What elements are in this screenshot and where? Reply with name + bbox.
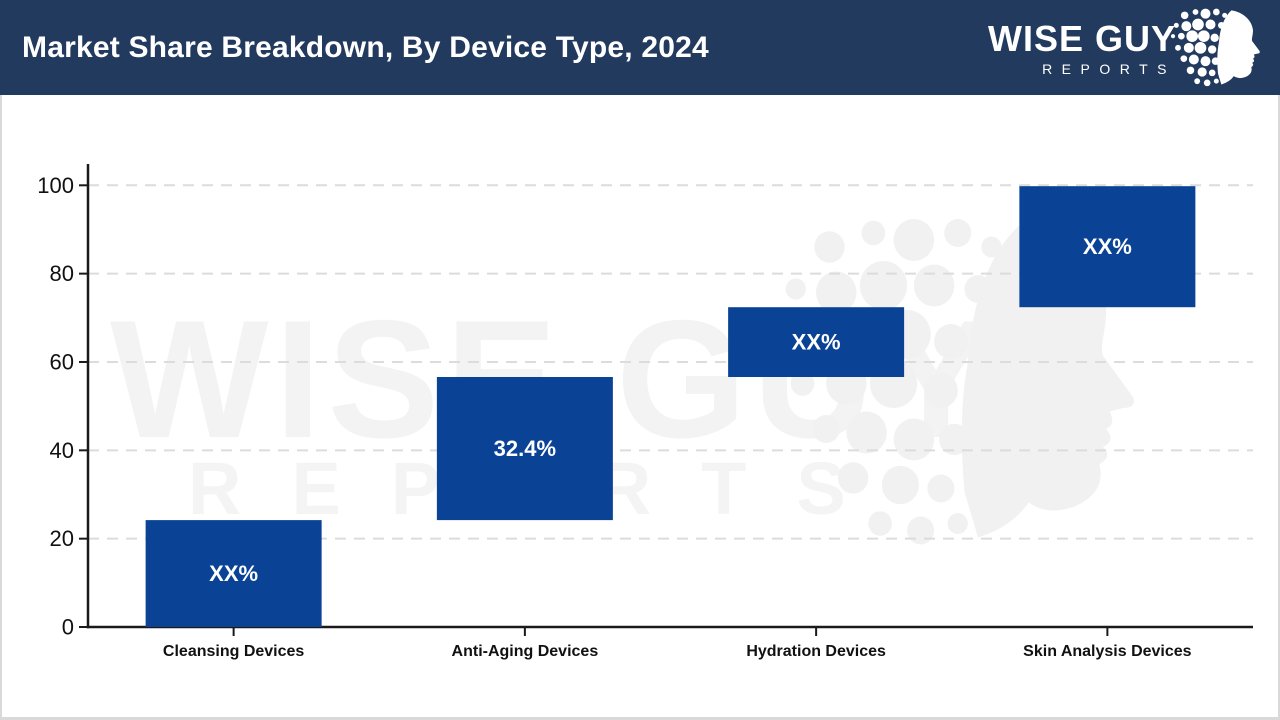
header-bar: Market Share Breakdown, By Device Type, … xyxy=(0,0,1280,95)
y-tick-label-40: 40 xyxy=(50,438,74,463)
bar-cleansing-devices xyxy=(145,520,322,627)
y-tick-label-100: 100 xyxy=(37,173,74,198)
bar-hydration-devices xyxy=(728,307,905,377)
bar-value-label-anti-aging-devices: 32.4% xyxy=(494,436,556,461)
wiseguy-logo-text: WISE GUY REPORTS xyxy=(987,18,1176,78)
logo-wise-guy-label: WISE GUY xyxy=(987,18,1176,59)
frame-edge-left xyxy=(0,95,2,720)
frame-edge-bottom xyxy=(0,717,1280,720)
y-tick-label-60: 60 xyxy=(50,349,74,374)
y-tick-label-80: 80 xyxy=(50,261,74,286)
bar-value-label-skin-analysis-devices: XX% xyxy=(1083,234,1132,259)
frame-edge-right xyxy=(1278,95,1280,720)
logo-reports-label: REPORTS xyxy=(1042,61,1176,77)
y-tick-label-20: 20 xyxy=(50,526,74,551)
chart-title: Market Share Breakdown, By Device Type, … xyxy=(22,30,709,64)
bar-value-label-hydration-devices: XX% xyxy=(792,330,841,355)
logo-face-icon xyxy=(1170,8,1260,87)
bar-value-label-cleansing-devices: XX% xyxy=(209,561,258,586)
bar-skin-analysis-devices xyxy=(1019,186,1196,308)
y-tick-label-0: 0 xyxy=(62,615,74,640)
bar-anti-aging-devices xyxy=(436,376,613,521)
wiseguy-logo: WISE GUY REPORTS xyxy=(988,4,1268,90)
